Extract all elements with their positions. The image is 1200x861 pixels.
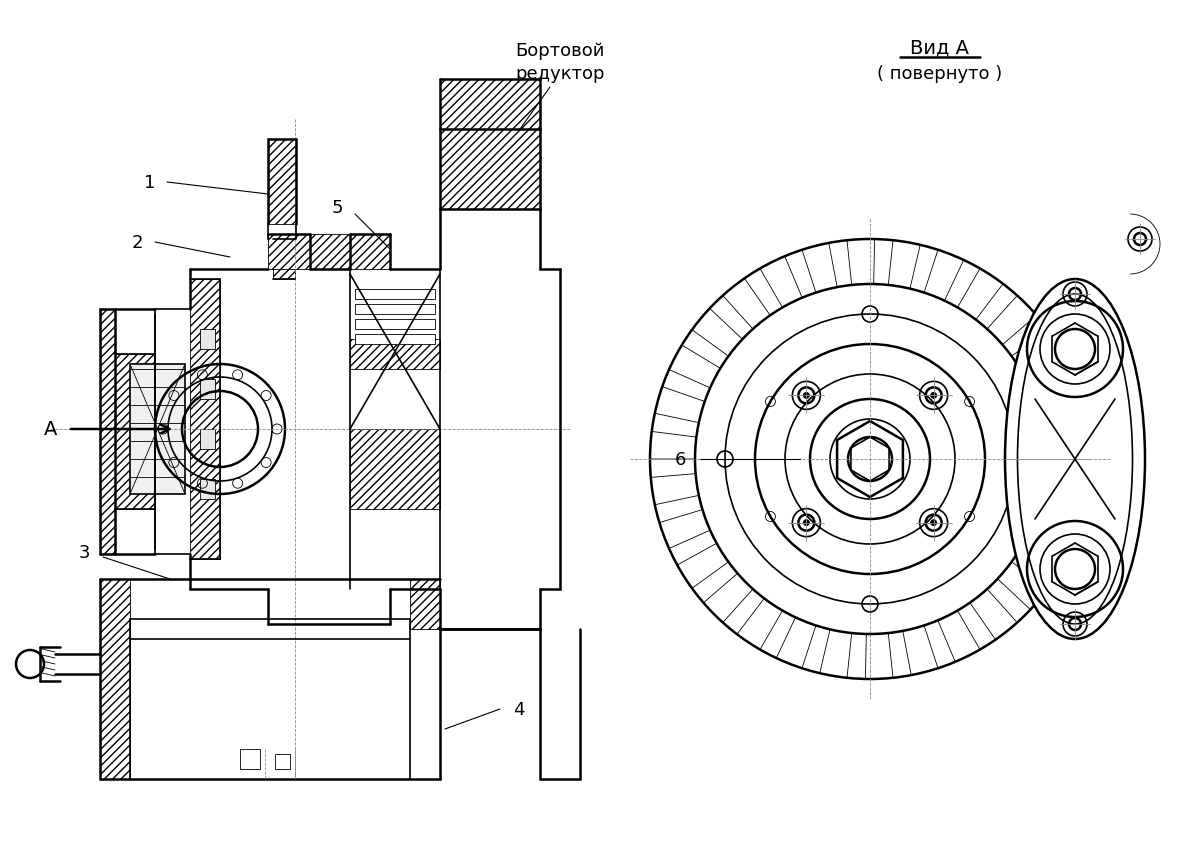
Text: 3: 3 <box>78 543 90 561</box>
Circle shape <box>931 393 937 399</box>
Bar <box>350 430 440 510</box>
Wedge shape <box>692 309 743 356</box>
Wedge shape <box>1012 331 1063 375</box>
Text: 5: 5 <box>331 199 343 217</box>
Text: 6: 6 <box>674 450 686 468</box>
Bar <box>410 579 440 629</box>
Text: А: А <box>43 420 58 439</box>
Wedge shape <box>802 244 838 294</box>
Wedge shape <box>924 251 964 301</box>
Bar <box>200 330 215 350</box>
Text: Вид А: Вид А <box>911 38 970 57</box>
Bar <box>130 364 185 494</box>
Wedge shape <box>865 634 893 679</box>
Text: 2: 2 <box>132 233 143 251</box>
Bar <box>268 139 296 225</box>
Bar <box>200 430 215 449</box>
Wedge shape <box>659 510 710 548</box>
Wedge shape <box>703 573 752 623</box>
Bar <box>100 579 130 779</box>
Bar <box>190 280 220 560</box>
Wedge shape <box>650 474 698 505</box>
Bar <box>268 235 390 269</box>
Circle shape <box>803 520 809 526</box>
Wedge shape <box>820 629 852 678</box>
Wedge shape <box>670 345 720 388</box>
Wedge shape <box>970 590 1018 640</box>
Bar <box>440 130 540 210</box>
Wedge shape <box>655 387 704 423</box>
Wedge shape <box>760 257 802 308</box>
Wedge shape <box>847 239 875 286</box>
Bar <box>355 289 436 300</box>
Wedge shape <box>938 610 980 662</box>
Wedge shape <box>737 598 782 650</box>
Text: 4: 4 <box>514 700 524 718</box>
Wedge shape <box>650 432 696 460</box>
Wedge shape <box>1042 414 1090 445</box>
Bar <box>355 305 436 314</box>
Wedge shape <box>1020 530 1070 573</box>
Circle shape <box>931 520 937 526</box>
Wedge shape <box>1030 370 1081 409</box>
Bar <box>350 339 440 369</box>
Bar <box>355 319 436 330</box>
Bar <box>115 355 155 510</box>
Wedge shape <box>888 241 920 289</box>
Wedge shape <box>677 543 728 589</box>
Bar <box>100 310 115 554</box>
Circle shape <box>803 393 809 399</box>
Text: 1: 1 <box>144 174 155 192</box>
Wedge shape <box>997 562 1048 610</box>
Wedge shape <box>958 269 1003 320</box>
Text: ( повернуто ): ( повернуто ) <box>877 65 1003 83</box>
Text: редуктор: редуктор <box>515 65 605 83</box>
Bar <box>355 335 436 344</box>
Wedge shape <box>1044 460 1090 487</box>
Bar <box>275 754 290 769</box>
Wedge shape <box>902 626 938 675</box>
Bar <box>200 480 215 499</box>
Wedge shape <box>1036 496 1085 532</box>
Wedge shape <box>776 617 816 668</box>
Ellipse shape <box>1004 280 1145 639</box>
Wedge shape <box>988 296 1037 345</box>
Bar <box>274 239 295 280</box>
Wedge shape <box>722 279 770 330</box>
Bar <box>200 380 215 400</box>
Text: Бортовой: Бортовой <box>515 42 605 60</box>
Bar <box>240 749 260 769</box>
Bar <box>440 80 540 130</box>
